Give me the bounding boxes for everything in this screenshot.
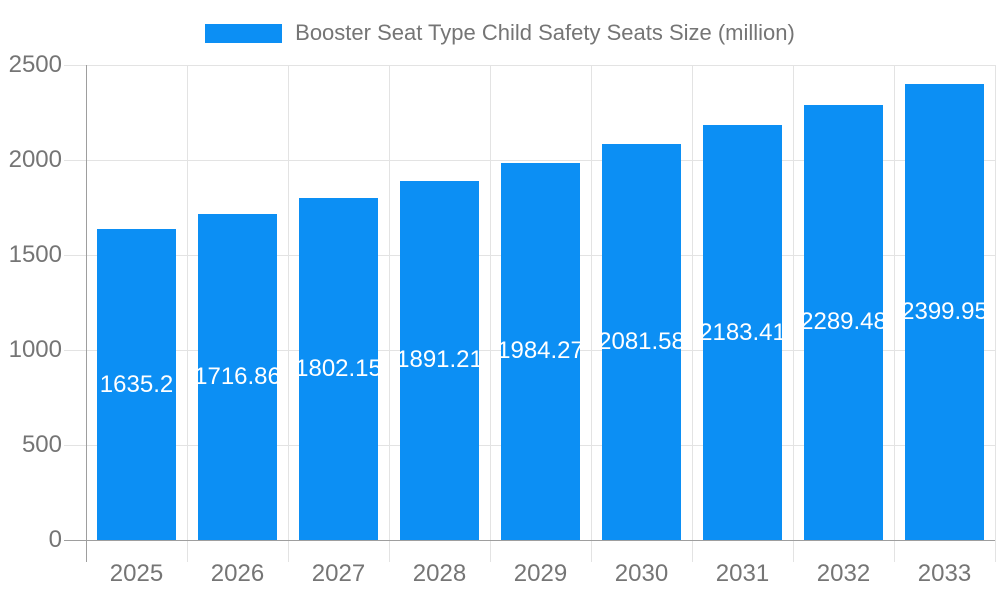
bar-value-label: 2399.95 [905, 297, 984, 325]
x-tick-label-2030: 2030 [614, 560, 669, 587]
x-tick-label-2033: 2033 [917, 560, 972, 587]
x-tick-label-2028: 2028 [412, 560, 467, 587]
x-gridline [288, 65, 289, 562]
y-tick-label: 1000 [8, 336, 62, 363]
x-axis-baseline [86, 540, 995, 541]
bar-2033[interactable]: 2399.95 [905, 84, 984, 540]
y-tick-label: 2500 [8, 51, 62, 78]
bar-value-label: 1891.21 [400, 346, 479, 374]
x-gridline [995, 65, 996, 562]
bar-2028[interactable]: 1891.21 [400, 180, 479, 540]
y-axis-tick [64, 65, 86, 66]
x-tick-label-2032: 2032 [816, 560, 871, 587]
bar-value-label: 2183.41 [703, 318, 782, 346]
bar-2030[interactable]: 2081.58 [602, 144, 681, 540]
y-gridline [86, 160, 995, 161]
x-tick-label-2027: 2027 [311, 560, 366, 587]
legend-swatch-icon [205, 23, 283, 43]
bar-value-label: 1716.86 [198, 362, 277, 390]
x-tick-label-2026: 2026 [210, 560, 265, 587]
y-tick-label: 1500 [8, 241, 62, 268]
y-axis-tick [64, 255, 86, 256]
bar-value-label: 2289.48 [804, 308, 883, 336]
bar-2027[interactable]: 1802.15 [299, 197, 378, 540]
y-axis-line [86, 65, 87, 562]
x-gridline [389, 65, 390, 562]
x-tick-label-2031: 2031 [715, 560, 770, 587]
x-gridline [692, 65, 693, 562]
bar-value-label: 1802.15 [299, 354, 378, 382]
y-axis-tick [64, 445, 86, 446]
bar-2032[interactable]: 2289.48 [804, 104, 883, 540]
bar-2025[interactable]: 1635.2 [97, 229, 176, 540]
bar-2026[interactable]: 1716.86 [198, 213, 277, 540]
x-tick-label-2029: 2029 [513, 560, 568, 587]
legend[interactable]: Booster Seat Type Child Safety Seats Siz… [0, 20, 1000, 46]
y-axis-tick [64, 160, 86, 161]
x-gridline [894, 65, 895, 562]
bar-value-label: 1984.27 [501, 337, 580, 365]
x-gridline [591, 65, 592, 562]
y-tick-label: 2000 [8, 146, 62, 173]
y-tick-label: 500 [21, 431, 62, 458]
x-gridline [187, 65, 188, 562]
y-gridline [86, 65, 995, 66]
bar-value-label: 2081.58 [602, 328, 681, 356]
y-tick-label: 0 [48, 526, 62, 553]
legend-label: Booster Seat Type Child Safety Seats Siz… [295, 20, 795, 45]
x-gridline [793, 65, 794, 562]
bar-value-label: 1635.2 [99, 370, 174, 398]
x-gridline [490, 65, 491, 562]
x-tick-label-2025: 2025 [109, 560, 164, 587]
bar-2029[interactable]: 1984.27 [501, 162, 580, 540]
y-axis-tick [64, 540, 86, 541]
bar-2031[interactable]: 2183.41 [703, 125, 782, 540]
y-axis-tick [64, 350, 86, 351]
